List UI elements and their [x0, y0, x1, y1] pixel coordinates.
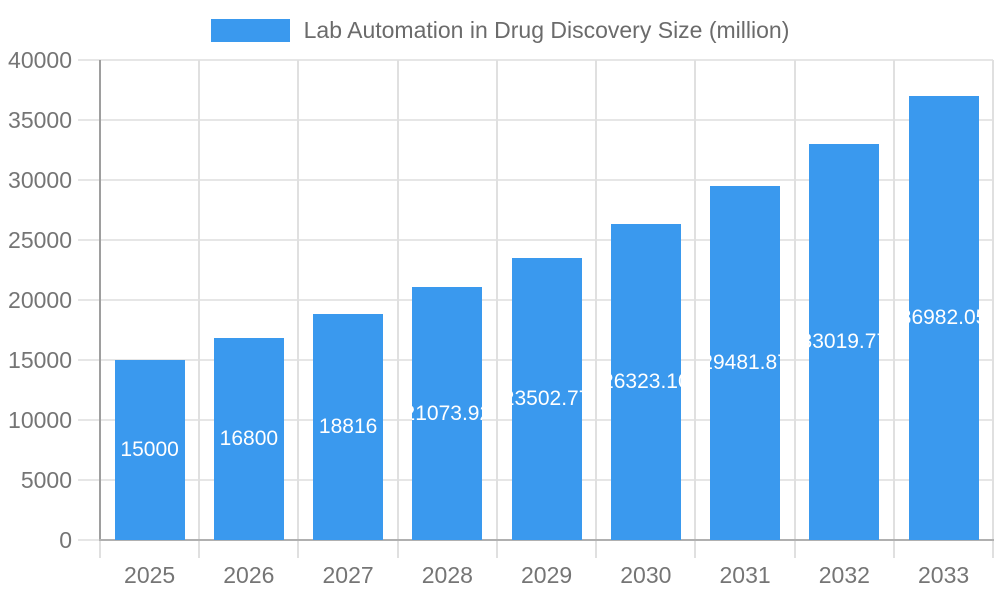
y-axis-label: 35000	[8, 107, 72, 133]
bar-value-label: 23502.77	[512, 386, 582, 410]
bar-value-label: 16800	[219, 427, 279, 451]
bar: 33019.77	[809, 143, 880, 540]
bar: 36982.05	[908, 96, 979, 540]
x-gridline	[892, 60, 895, 558]
bar-value-label: 29481.87	[710, 351, 780, 375]
y-axis-label: 10000	[8, 407, 72, 433]
y-axis-label: 5000	[20, 467, 72, 493]
x-axis-label: 2032	[818, 562, 870, 588]
bar-value-label: 18816	[318, 415, 378, 439]
y-gridline	[78, 59, 994, 61]
y-gridline	[78, 179, 994, 181]
x-axis-label: 2026	[223, 562, 275, 588]
bar-value-label: 26323.10	[611, 370, 681, 394]
y-axis-label: 25000	[8, 227, 72, 253]
bar-value-label: 33019.77	[809, 329, 879, 353]
x-axis-label: 2030	[620, 562, 672, 588]
x-axis-label: 2031	[719, 562, 771, 588]
y-axis-label: 15000	[8, 347, 72, 373]
y-axis-label: 20000	[8, 287, 72, 313]
x-gridline	[495, 60, 498, 558]
y-axis-label: 40000	[8, 47, 72, 73]
x-axis-label: 2029	[521, 562, 573, 588]
bar: 26323.10	[610, 224, 681, 540]
x-gridline	[595, 60, 598, 558]
bar-value-label: 36982.05	[909, 306, 979, 330]
bar: 21073.92	[412, 287, 483, 540]
x-gridline	[297, 60, 300, 558]
x-axis-label: 2027	[322, 562, 374, 588]
x-axis-label: 2028	[421, 562, 473, 588]
bar: 18816	[313, 314, 384, 540]
x-gridline	[694, 60, 697, 558]
legend-swatch	[210, 18, 290, 42]
x-gridline	[198, 60, 201, 558]
bar: 15000	[114, 360, 185, 540]
bar-value-label: 21073.92	[412, 401, 482, 425]
bar: 16800	[213, 338, 284, 540]
x-gridline	[396, 60, 399, 558]
bar: 29481.87	[710, 186, 781, 540]
x-gridline	[992, 60, 995, 558]
x-axis-label: 2025	[124, 562, 176, 588]
chart-legend: Lab Automation in Drug Discovery Size (m…	[0, 16, 1000, 44]
y-axis-label: 0	[59, 527, 72, 553]
y-gridline	[78, 119, 994, 121]
x-axis-label: 2033	[917, 562, 970, 588]
x-gridline	[793, 60, 796, 558]
y-axis-line	[99, 60, 101, 540]
legend-label: Lab Automation in Drug Discovery Size (m…	[303, 17, 790, 43]
x-axis-line	[99, 539, 995, 541]
bar: 23502.77	[511, 257, 582, 540]
y-gridline	[78, 239, 994, 241]
bar-value-label: 15000	[120, 438, 179, 461]
y-axis-label: 30000	[8, 167, 72, 193]
